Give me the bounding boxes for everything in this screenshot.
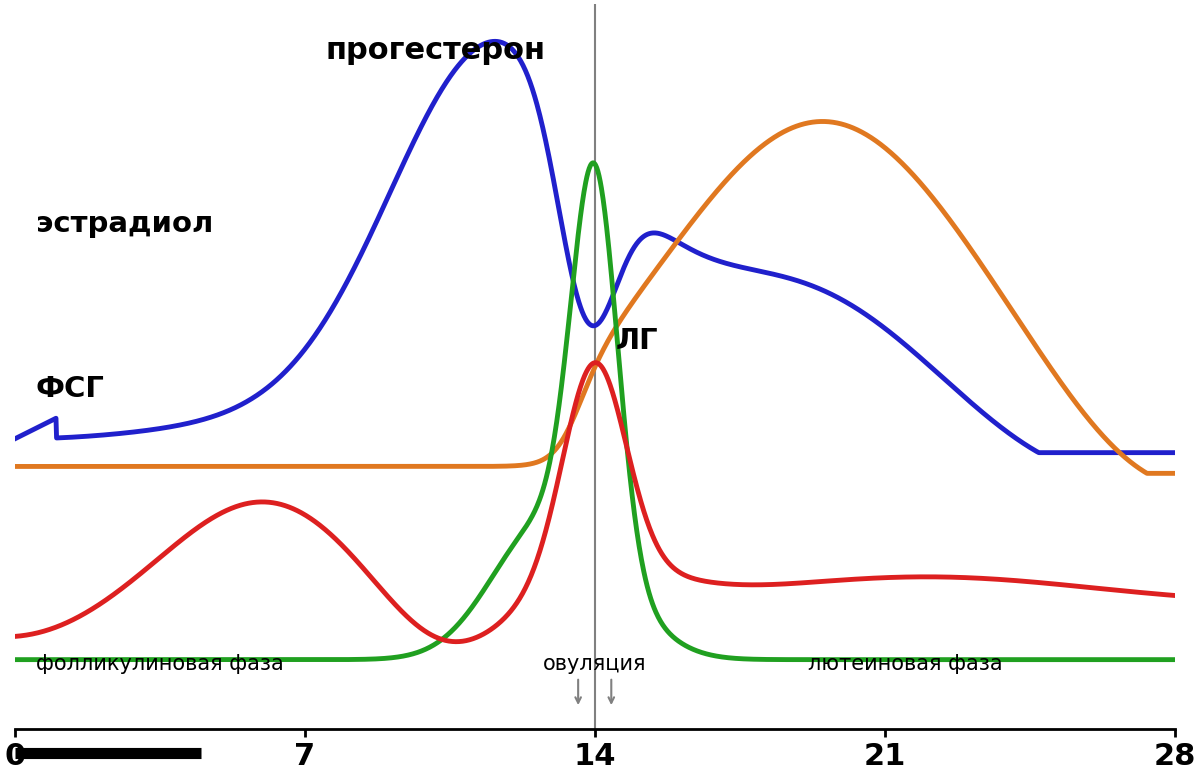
Text: ФСГ: ФСГ xyxy=(36,375,104,404)
Text: лютеиновая фаза: лютеиновая фаза xyxy=(808,654,1003,674)
Text: овуляция: овуляция xyxy=(542,654,647,674)
Text: фолликулиновая фаза: фолликулиновая фаза xyxy=(36,654,283,674)
Text: прогестерон: прогестерон xyxy=(325,36,546,65)
Text: эстрадиол: эстрадиол xyxy=(36,210,212,238)
Text: ЛГ: ЛГ xyxy=(616,327,658,355)
